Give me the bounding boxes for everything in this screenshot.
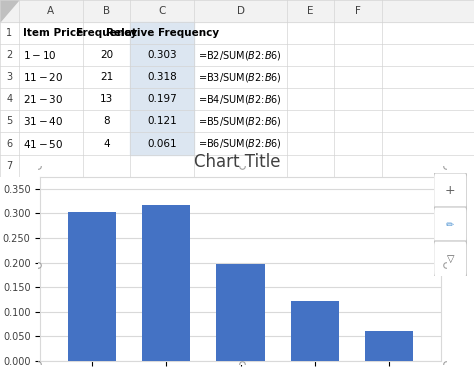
Text: =B4/SUM($B$2:$B$6): =B4/SUM($B$2:$B$6) xyxy=(198,93,282,106)
Text: 0.061: 0.061 xyxy=(147,138,177,149)
Text: $41 - $50: $41 - $50 xyxy=(23,138,63,149)
Text: =B5/SUM($B$2:$B$6): =B5/SUM($B$2:$B$6) xyxy=(198,115,282,128)
Text: Relative Frequency: Relative Frequency xyxy=(106,28,219,38)
Text: E: E xyxy=(307,6,314,16)
Text: 1: 1 xyxy=(7,28,12,38)
Text: ▽: ▽ xyxy=(447,254,454,264)
Bar xyxy=(217,264,264,361)
Text: =B6/SUM($B$2:$B$6): =B6/SUM($B$2:$B$6) xyxy=(198,137,282,150)
Text: $21 - $30: $21 - $30 xyxy=(23,93,63,105)
Bar xyxy=(0,0,474,22)
Text: 20: 20 xyxy=(100,50,113,60)
Text: 8: 8 xyxy=(103,116,110,127)
Text: 6: 6 xyxy=(7,138,12,149)
Text: B: B xyxy=(103,6,110,16)
Bar xyxy=(130,110,194,132)
Text: =B2/SUM($B$2:$B$6): =B2/SUM($B$2:$B$6) xyxy=(198,49,282,62)
Text: 7: 7 xyxy=(6,160,13,171)
Text: 5: 5 xyxy=(6,116,13,127)
Text: 0.318: 0.318 xyxy=(147,72,177,82)
Text: C: C xyxy=(159,6,166,16)
Text: 0.303: 0.303 xyxy=(147,50,177,60)
Bar xyxy=(291,301,339,361)
Text: D: D xyxy=(237,6,245,16)
Text: $31 - $40: $31 - $40 xyxy=(23,116,63,127)
Text: F: F xyxy=(355,6,361,16)
Bar xyxy=(68,212,116,361)
Text: $1 - $10: $1 - $10 xyxy=(23,49,56,61)
Text: Frequency: Frequency xyxy=(76,28,137,38)
Bar xyxy=(130,44,194,66)
Text: 2: 2 xyxy=(6,50,13,60)
FancyBboxPatch shape xyxy=(434,207,467,243)
Text: +: + xyxy=(445,184,456,198)
Bar xyxy=(130,66,194,88)
Text: 4: 4 xyxy=(103,138,110,149)
Text: Chart Title: Chart Title xyxy=(194,153,280,171)
Text: 13: 13 xyxy=(100,94,113,105)
Bar xyxy=(142,205,191,361)
Text: 21: 21 xyxy=(100,72,113,82)
Text: 4: 4 xyxy=(7,94,12,105)
FancyBboxPatch shape xyxy=(434,173,467,209)
Bar xyxy=(365,331,413,361)
Text: 0.197: 0.197 xyxy=(147,94,177,105)
FancyBboxPatch shape xyxy=(434,241,467,277)
Bar xyxy=(130,22,194,44)
Polygon shape xyxy=(0,0,19,22)
Text: =B3/SUM($B$2:$B$6): =B3/SUM($B$2:$B$6) xyxy=(198,71,282,84)
Text: Item Price: Item Price xyxy=(23,28,83,38)
Text: $11 - $20: $11 - $20 xyxy=(23,71,63,83)
Text: 0.121: 0.121 xyxy=(147,116,177,127)
Bar xyxy=(130,132,194,155)
Bar xyxy=(130,88,194,110)
Text: A: A xyxy=(47,6,55,16)
Text: 3: 3 xyxy=(7,72,12,82)
Text: ✏: ✏ xyxy=(446,220,455,230)
